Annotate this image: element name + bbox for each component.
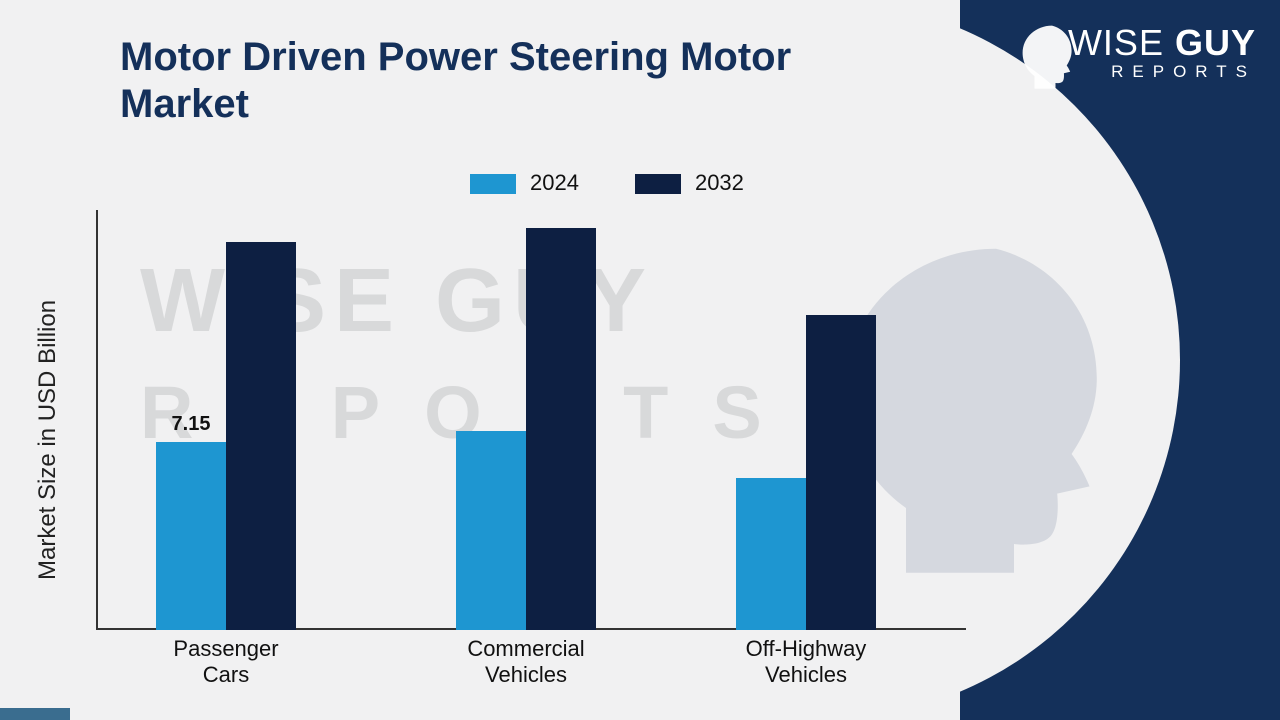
legend-item-2032: 2032 (635, 170, 744, 196)
chart-plot-area: PassengerCarsCommercialVehiclesOff-Highw… (96, 210, 966, 630)
legend-item-2024: 2024 (470, 170, 579, 196)
legend-swatch-2024 (470, 174, 516, 194)
bar (456, 431, 526, 631)
bottom-stripe (0, 708, 70, 720)
category-label: Off-HighwayVehicles (706, 630, 906, 689)
brand-line1: WISE GUY (1068, 22, 1256, 64)
stage: WISE GUY REPORTS Motor Driven Power Stee… (0, 0, 1280, 720)
bar (806, 315, 876, 630)
legend-swatch-2032 (635, 174, 681, 194)
brand-logo: WISE GUY REPORTS (1068, 22, 1256, 82)
brand-word-2: GUY (1175, 22, 1256, 63)
chart-title: Motor Driven Power Steering Motor Market (120, 34, 840, 128)
y-axis-line (96, 210, 98, 630)
bar (156, 442, 226, 630)
bar (526, 228, 596, 630)
legend-label-2024: 2024 (530, 170, 579, 195)
bar (226, 242, 296, 631)
brand-word-1: WISE (1068, 22, 1164, 63)
bar (736, 478, 806, 630)
category-label: CommercialVehicles (426, 630, 626, 689)
bar-value-label: 7.15 (156, 413, 226, 436)
y-axis-label: Market Size in USD Billion (34, 300, 62, 580)
category-label: PassengerCars (126, 630, 326, 689)
brand-line2: REPORTS (1068, 62, 1256, 82)
legend-label-2032: 2032 (695, 170, 744, 195)
chart-legend: 2024 2032 (470, 170, 744, 196)
brand-head-icon (1010, 20, 1080, 90)
